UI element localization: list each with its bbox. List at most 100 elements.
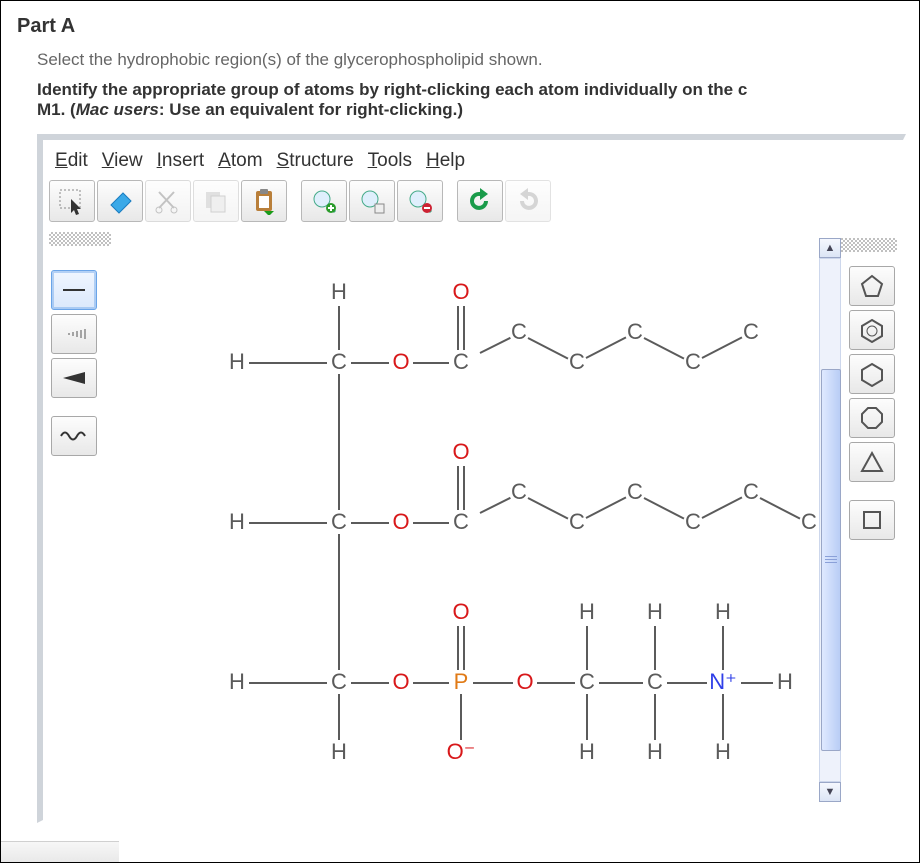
scroll-thumb[interactable] xyxy=(821,369,841,751)
scrollbar[interactable]: ▲ ▼ xyxy=(819,238,841,798)
bond[interactable] xyxy=(413,522,449,524)
bond[interactable] xyxy=(338,374,340,510)
atom-O7[interactable]: O xyxy=(516,671,533,693)
bond[interactable] xyxy=(643,337,684,360)
bond[interactable] xyxy=(249,362,327,364)
atom-N1[interactable]: N⁺ xyxy=(709,671,737,693)
atom-O2[interactable]: O xyxy=(392,351,409,373)
bond[interactable] xyxy=(413,362,449,364)
bond[interactable] xyxy=(249,522,327,524)
atom-Ca6[interactable]: C xyxy=(685,351,701,373)
atom-O5[interactable]: O xyxy=(452,601,469,623)
bond[interactable] xyxy=(701,497,742,520)
bond[interactable] xyxy=(527,337,568,360)
bond[interactable] xyxy=(479,337,510,354)
bond[interactable] xyxy=(654,626,656,670)
ring-cyclopentane[interactable] xyxy=(849,266,895,306)
bond[interactable] xyxy=(351,682,389,684)
atom-Cb4[interactable]: C xyxy=(569,511,585,533)
ring-cyclooctane[interactable] xyxy=(849,398,895,438)
bond[interactable] xyxy=(667,682,707,684)
bond[interactable] xyxy=(722,626,724,670)
bond[interactable] xyxy=(249,682,327,684)
bond[interactable] xyxy=(701,337,742,360)
scroll-track[interactable] xyxy=(819,258,841,782)
atom-H1[interactable]: H xyxy=(331,281,347,303)
bond[interactable] xyxy=(585,337,626,360)
atom-H2[interactable]: H xyxy=(229,351,245,373)
bond[interactable] xyxy=(586,694,588,740)
bond[interactable] xyxy=(479,497,510,514)
tool-zoom-out[interactable] xyxy=(397,180,443,222)
ring-triangle[interactable] xyxy=(849,442,895,482)
double-bond[interactable] xyxy=(457,466,465,510)
bond-wedge-solid[interactable] xyxy=(51,358,97,398)
tool-zoom-in[interactable] xyxy=(301,180,347,222)
bond[interactable] xyxy=(351,522,389,524)
bond[interactable] xyxy=(643,497,684,520)
bond[interactable] xyxy=(527,497,568,520)
atom-O6[interactable]: O xyxy=(392,671,409,693)
bond[interactable] xyxy=(338,534,340,670)
bond[interactable] xyxy=(586,626,588,670)
atom-O4[interactable]: O xyxy=(392,511,409,533)
atom-O3[interactable]: O xyxy=(452,441,469,463)
double-bond[interactable] xyxy=(457,626,465,670)
atom-H4[interactable]: H xyxy=(229,671,245,693)
atom-Cb3[interactable]: C xyxy=(511,481,527,503)
atom-C4[interactable]: C xyxy=(453,511,469,533)
bond[interactable] xyxy=(413,682,449,684)
atom-H3[interactable]: H xyxy=(229,511,245,533)
atom-Cb5[interactable]: C xyxy=(627,481,643,503)
atom-C6[interactable]: C xyxy=(579,671,595,693)
tool-cut[interactable] xyxy=(145,180,191,222)
bond[interactable] xyxy=(338,306,340,350)
menu-tools[interactable]: Tools xyxy=(368,150,412,172)
bond[interactable] xyxy=(759,497,800,520)
atom-Cb6[interactable]: C xyxy=(685,511,701,533)
bond[interactable] xyxy=(473,682,513,684)
tool-undo[interactable] xyxy=(457,180,503,222)
bond[interactable] xyxy=(537,682,575,684)
atom-Cb8[interactable]: C xyxy=(801,511,817,533)
menu-insert[interactable]: Insert xyxy=(157,150,205,172)
menu-atom[interactable]: Atom xyxy=(218,150,262,172)
atom-O1[interactable]: O xyxy=(452,281,469,303)
menu-help[interactable]: Help xyxy=(426,150,465,172)
bond-wedge-hashed[interactable] xyxy=(51,314,97,354)
atom-P1[interactable]: P xyxy=(454,671,469,693)
tool-select[interactable] xyxy=(49,180,95,222)
atom-Ca3[interactable]: C xyxy=(511,321,527,343)
tool-paste[interactable] xyxy=(241,180,287,222)
atom-Cb7[interactable]: C xyxy=(743,481,759,503)
atom-Ca4[interactable]: C xyxy=(569,351,585,373)
bond[interactable] xyxy=(460,694,462,740)
atom-Ca5[interactable]: C xyxy=(627,321,643,343)
bond-single[interactable] xyxy=(51,270,97,310)
tool-zoom-fit[interactable] xyxy=(349,180,395,222)
atom-C7[interactable]: C xyxy=(647,671,663,693)
ring-cyclohexane[interactable] xyxy=(849,354,895,394)
bond[interactable] xyxy=(585,497,626,520)
atom-Hb3[interactable]: H xyxy=(715,741,731,763)
bond[interactable] xyxy=(599,682,643,684)
bond[interactable] xyxy=(654,694,656,740)
atom-O8[interactable]: O⁻ xyxy=(447,741,476,763)
structure-canvas[interactable]: HOHCOCCCCCCOHCOCCCCCCCOHHHHCOPOCCN⁺HHO⁻H… xyxy=(119,254,803,800)
bond[interactable] xyxy=(722,694,724,740)
tool-copy[interactable] xyxy=(193,180,239,222)
atom-Hb1[interactable]: H xyxy=(579,741,595,763)
atom-C1[interactable]: C xyxy=(331,351,347,373)
tool-redo[interactable] xyxy=(505,180,551,222)
atom-H6[interactable]: H xyxy=(331,741,347,763)
atom-Ht3[interactable]: H xyxy=(715,601,731,623)
atom-Ht2[interactable]: H xyxy=(647,601,663,623)
bond[interactable] xyxy=(351,362,389,364)
atom-Hb2[interactable]: H xyxy=(647,741,663,763)
tool-eraser[interactable] xyxy=(97,180,143,222)
atom-C2[interactable]: C xyxy=(453,351,469,373)
ring-square[interactable] xyxy=(849,500,895,540)
bond[interactable] xyxy=(741,682,773,684)
menu-edit[interactable]: Edit xyxy=(55,150,88,172)
atom-H5e[interactable]: H xyxy=(777,671,793,693)
